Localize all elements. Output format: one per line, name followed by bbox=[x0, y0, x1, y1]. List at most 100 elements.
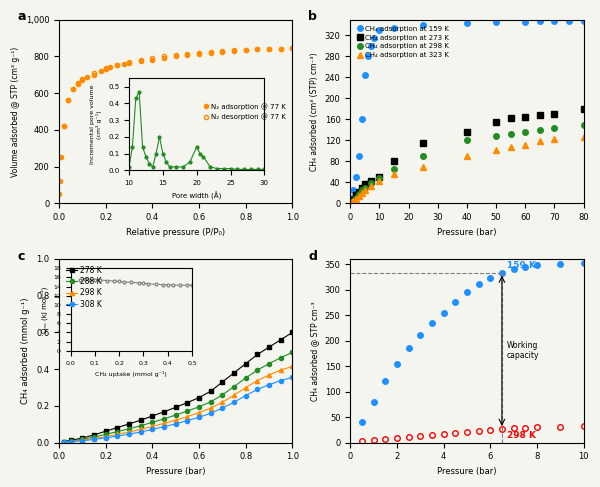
298 K bbox=[67, 439, 74, 445]
Line: N₂ desorption @ 77 K: N₂ desorption @ 77 K bbox=[62, 46, 295, 128]
278 K bbox=[219, 379, 226, 385]
CH₄ adsorption at 273 K bbox=[350, 197, 357, 203]
CH₄ adsorption at 298 K bbox=[352, 195, 359, 201]
298 K bbox=[393, 435, 400, 441]
N₂ desorption @ 77 K bbox=[254, 46, 261, 52]
CH₄ adsorption at 298 K bbox=[376, 175, 383, 181]
308 K bbox=[160, 424, 167, 430]
Line: CH₄ adsorption at 273 K: CH₄ adsorption at 273 K bbox=[348, 106, 586, 206]
CH₄ adsorption at 273 K bbox=[580, 106, 587, 112]
298 K bbox=[79, 437, 86, 443]
CH₄ adsorption at 273 K bbox=[367, 178, 374, 184]
CH₄ adsorption at 298 K bbox=[350, 198, 357, 204]
288 K bbox=[60, 439, 67, 445]
288 K bbox=[137, 423, 144, 429]
288 K bbox=[114, 429, 121, 434]
298 K bbox=[510, 426, 517, 431]
N₂ desorption @ 77 K bbox=[70, 87, 77, 93]
Line: 288 K: 288 K bbox=[62, 350, 295, 444]
CH₄ adsorption at 323 K bbox=[521, 142, 529, 148]
278 K bbox=[149, 413, 156, 419]
CH₄ adsorption at 159 K bbox=[350, 187, 357, 193]
N₂ adsorption @ 77 K bbox=[196, 51, 203, 56]
288 K bbox=[160, 416, 167, 422]
N₂ adsorption @ 77 K bbox=[97, 68, 104, 74]
CH₄ adsorption at 323 K bbox=[536, 138, 544, 144]
CH₄ adsorption at 273 K bbox=[358, 185, 365, 190]
N₂ adsorption @ 77 K bbox=[102, 66, 109, 72]
Line: 159 K: 159 K bbox=[359, 260, 586, 425]
CH₄ adsorption at 298 K bbox=[507, 131, 514, 137]
CH₄ adsorption at 323 K bbox=[551, 136, 558, 142]
X-axis label: Pressure (bar): Pressure (bar) bbox=[437, 467, 497, 476]
278 K bbox=[230, 370, 238, 376]
N₂ desorption @ 77 K bbox=[196, 50, 203, 56]
298 K bbox=[91, 436, 98, 442]
N₂ desorption @ 77 K bbox=[289, 45, 296, 51]
308 K bbox=[102, 435, 109, 441]
159 K bbox=[533, 262, 541, 268]
N₂ desorption @ 77 K bbox=[172, 52, 179, 58]
Line: CH₄ adsorption at 323 K: CH₄ adsorption at 323 K bbox=[348, 134, 586, 206]
N₂ adsorption @ 77 K bbox=[230, 48, 238, 54]
CH₄ adsorption at 273 K bbox=[551, 111, 558, 117]
CH₄ adsorption at 298 K bbox=[361, 185, 368, 190]
CH₄ adsorption at 159 K bbox=[358, 116, 365, 122]
CH₄ adsorption at 298 K bbox=[521, 130, 529, 135]
298 K bbox=[370, 437, 377, 443]
298 K bbox=[114, 431, 121, 437]
298 K bbox=[533, 424, 541, 430]
N₂ desorption @ 77 K bbox=[184, 51, 191, 56]
CH₄ adsorption at 273 K bbox=[352, 192, 359, 198]
CH₄ adsorption at 323 K bbox=[348, 200, 355, 206]
CH₄ adsorption at 298 K bbox=[551, 125, 558, 131]
CH₄ adsorption at 159 K bbox=[493, 19, 500, 25]
Y-axis label: Volume adsorbed @ STP (cm³ g⁻¹): Volume adsorbed @ STP (cm³ g⁻¹) bbox=[11, 46, 20, 177]
N₂ adsorption @ 77 K bbox=[172, 54, 179, 59]
N₂ desorption @ 77 K bbox=[65, 97, 72, 103]
CH₄ adsorption at 273 K bbox=[493, 119, 500, 125]
Line: 298 K: 298 K bbox=[359, 424, 586, 444]
N₂ desorption @ 77 K bbox=[230, 48, 238, 54]
298 K bbox=[358, 438, 365, 444]
308 K bbox=[242, 393, 250, 398]
Line: N₂ adsorption @ 77 K: N₂ adsorption @ 77 K bbox=[58, 46, 295, 196]
159 K bbox=[440, 310, 447, 316]
CH₄ adsorption at 159 K bbox=[565, 19, 572, 24]
N₂ desorption @ 77 K bbox=[277, 46, 284, 52]
CH₄ adsorption at 159 K bbox=[463, 20, 470, 26]
N₂ adsorption @ 77 K bbox=[58, 154, 65, 160]
308 K bbox=[289, 375, 296, 380]
Y-axis label: CH₄ adsorbed @ STP cm⁻³: CH₄ adsorbed @ STP cm⁻³ bbox=[310, 301, 319, 401]
298 K bbox=[463, 429, 470, 435]
CH₄ adsorption at 323 K bbox=[350, 198, 357, 204]
159 K bbox=[370, 399, 377, 405]
278 K bbox=[289, 330, 296, 336]
Text: Working
capacity: Working capacity bbox=[506, 341, 539, 360]
N₂ adsorption @ 77 K bbox=[79, 77, 86, 83]
159 K bbox=[557, 261, 564, 267]
N₂ desorption @ 77 K bbox=[125, 59, 133, 65]
CH₄ adsorption at 323 K bbox=[493, 147, 500, 153]
X-axis label: Relative pressure (P/P₀): Relative pressure (P/P₀) bbox=[126, 227, 225, 237]
N₂ desorption @ 77 K bbox=[149, 55, 156, 61]
298 K bbox=[207, 405, 214, 411]
Legend: 278 K, 288 K, 298 K, 308 K: 278 K, 288 K, 298 K, 308 K bbox=[63, 263, 104, 312]
N₂ adsorption @ 77 K bbox=[207, 50, 214, 56]
CH₄ adsorption at 323 K bbox=[347, 200, 355, 206]
N₂ adsorption @ 77 K bbox=[70, 87, 77, 93]
CH₄ adsorption at 273 K bbox=[419, 140, 427, 146]
298 K bbox=[254, 377, 261, 383]
N₂ adsorption @ 77 K bbox=[60, 123, 67, 129]
Line: CH₄ adsorption at 159 K: CH₄ adsorption at 159 K bbox=[348, 18, 586, 205]
N₂ adsorption @ 77 K bbox=[265, 46, 272, 52]
Line: 298 K: 298 K bbox=[62, 364, 295, 444]
CH₄ adsorption at 159 K bbox=[367, 43, 374, 49]
CH₄ adsorption at 323 K bbox=[355, 193, 362, 199]
CH₄ adsorption at 273 K bbox=[507, 115, 514, 121]
288 K bbox=[242, 375, 250, 381]
288 K bbox=[219, 392, 226, 398]
CH₄ adsorption at 159 K bbox=[391, 24, 398, 30]
N₂ desorption @ 77 K bbox=[219, 48, 226, 54]
278 K bbox=[125, 421, 133, 427]
